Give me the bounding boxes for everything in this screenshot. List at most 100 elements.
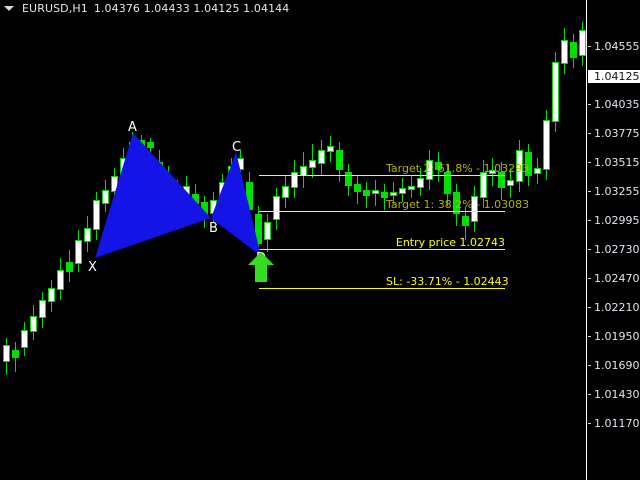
candle-body [336, 150, 343, 170]
pattern-triangle [211, 152, 261, 256]
tick-label: 1.03775 [594, 127, 640, 140]
candle-body [147, 142, 154, 148]
tick-label: 1.02210 [594, 301, 640, 314]
harmonic-pattern-shape [95, 133, 261, 258]
symbol-timeframe-label: EURUSD,H1 [22, 1, 88, 15]
tick-mark [588, 423, 591, 424]
candle-body [426, 160, 433, 180]
candle-body [354, 184, 361, 192]
tick-label: 1.01170 [594, 417, 640, 430]
tick-mark [588, 220, 591, 221]
candle-body [93, 200, 100, 230]
candle-body [264, 222, 271, 240]
tick-label: 1.02995 [594, 214, 640, 227]
candle-body [66, 262, 73, 272]
tick-label: 1.01690 [594, 359, 640, 372]
target-2-label: Target 2: 61.8% - 1.03293 [386, 162, 530, 175]
candle-body [12, 350, 19, 358]
candle-body [372, 190, 379, 194]
candle-body [462, 216, 469, 226]
candle-body [3, 345, 10, 362]
pattern-vertex-a: A [128, 120, 137, 135]
stop-loss-label: SL: -33.71% - 1.02443 [386, 275, 509, 288]
candle-body [381, 192, 388, 198]
pattern-vertex-b: B [209, 221, 218, 236]
candle-body [399, 188, 406, 194]
candle-body [435, 162, 442, 170]
candle-body [498, 172, 505, 188]
candle-body [489, 170, 496, 174]
candle-body [327, 146, 334, 152]
tick-mark [588, 365, 591, 366]
candle-body [480, 172, 487, 198]
tick-mark [588, 394, 591, 395]
candle-body [570, 42, 577, 58]
target-2-line[interactable] [259, 175, 505, 176]
candle-body [516, 150, 523, 182]
tick-mark [588, 46, 591, 47]
tick-mark [588, 336, 591, 337]
candle-body [525, 152, 532, 176]
candle-body [102, 190, 109, 204]
tick-label: 1.04555 [594, 40, 640, 53]
tick-mark [588, 162, 591, 163]
tick-label: 1.01430 [594, 388, 640, 401]
candle-body [345, 172, 352, 186]
price-axis[interactable]: 1.045551.042951.040351.037751.035151.032… [586, 0, 640, 480]
candle-body [507, 180, 514, 186]
current-price-badge: 1.04125 [588, 70, 640, 83]
current-price-value: 1.04125 [594, 70, 640, 83]
tick-label: 1.02730 [594, 243, 640, 256]
target-1-label: Target 1: 38.2% - 1.03083 [386, 198, 530, 211]
candle-body [444, 172, 451, 194]
candle-body [534, 168, 541, 174]
pattern-triangle [95, 133, 211, 258]
tick-label: 1.04035 [594, 98, 640, 111]
tick-mark [588, 191, 591, 192]
chevron-down-icon[interactable] [4, 5, 14, 11]
ohlc-values-label: 1.04376 1.04433 1.04125 1.04144 [93, 1, 290, 15]
candle-body [30, 316, 37, 332]
candle-body [39, 300, 46, 318]
buy-arrow-icon [248, 252, 274, 282]
pattern-vertex-x: X [88, 260, 97, 275]
candle-body [75, 240, 82, 264]
chart-header: EURUSD,H1 1.04376 1.04433 1.04125 1.0414… [0, 0, 640, 16]
candle-body [255, 214, 262, 244]
candle-body [453, 192, 460, 214]
candle-body [309, 160, 316, 168]
tick-label: 1.03515 [594, 156, 640, 169]
tick-label: 1.03255 [594, 185, 640, 198]
candle-body [48, 288, 55, 302]
candle-body [561, 40, 568, 64]
tick-label: 1.02470 [594, 272, 640, 285]
candle-body [282, 186, 289, 198]
candle-body [408, 186, 415, 190]
tick-mark [588, 249, 591, 250]
candle-body [57, 270, 64, 290]
candle-body [363, 190, 370, 196]
chart-plot-area: Target 2: 61.8% - 1.03293 Target 1: 38.2%… [0, 16, 586, 480]
entry-price-line[interactable] [259, 249, 505, 250]
tick-mark [588, 278, 591, 279]
candle-body [417, 178, 424, 188]
target-1-line[interactable] [259, 211, 505, 212]
candle-body [291, 172, 298, 188]
candle-body [273, 196, 280, 220]
stop-loss-line[interactable] [259, 288, 505, 289]
tick-label: 1.01950 [594, 330, 640, 343]
entry-price-label: Entry price 1.02743 [395, 236, 505, 249]
candle-body [543, 120, 550, 170]
candle-body [390, 192, 397, 196]
candle-body [318, 150, 325, 164]
pattern-vertex-c: C [232, 140, 242, 155]
tick-mark [588, 133, 591, 134]
candle-body [552, 62, 559, 122]
candle-body [579, 30, 586, 56]
candle-body [471, 196, 478, 222]
tick-mark [588, 104, 591, 105]
candle-body [84, 228, 91, 242]
tick-mark [588, 307, 591, 308]
candle-body [21, 330, 28, 348]
